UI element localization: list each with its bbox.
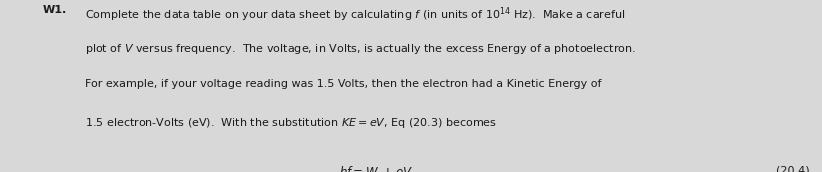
Text: (20.4): (20.4)	[776, 165, 810, 172]
Text: W1.: W1.	[43, 5, 67, 15]
Text: $hf = W_{\!\mathit{o}} + eV\,$,: $hf = W_{\!\mathit{o}} + eV\,$,	[339, 165, 417, 172]
Text: 1.5 electron-Volts (eV).  With the substitution $KE = eV$, Eq (20.3) becomes: 1.5 electron-Volts (eV). With the substi…	[85, 116, 497, 130]
Text: For example, if your voltage reading was 1.5 Volts, then the electron had a Kine: For example, if your voltage reading was…	[85, 79, 602, 89]
Text: plot of $V$ versus frequency.  The voltage, in Volts, is actually the excess Ene: plot of $V$ versus frequency. The voltag…	[85, 42, 636, 56]
Text: Complete the data table on your data sheet by calculating $f$ (in units of 10$^{: Complete the data table on your data she…	[85, 5, 626, 24]
